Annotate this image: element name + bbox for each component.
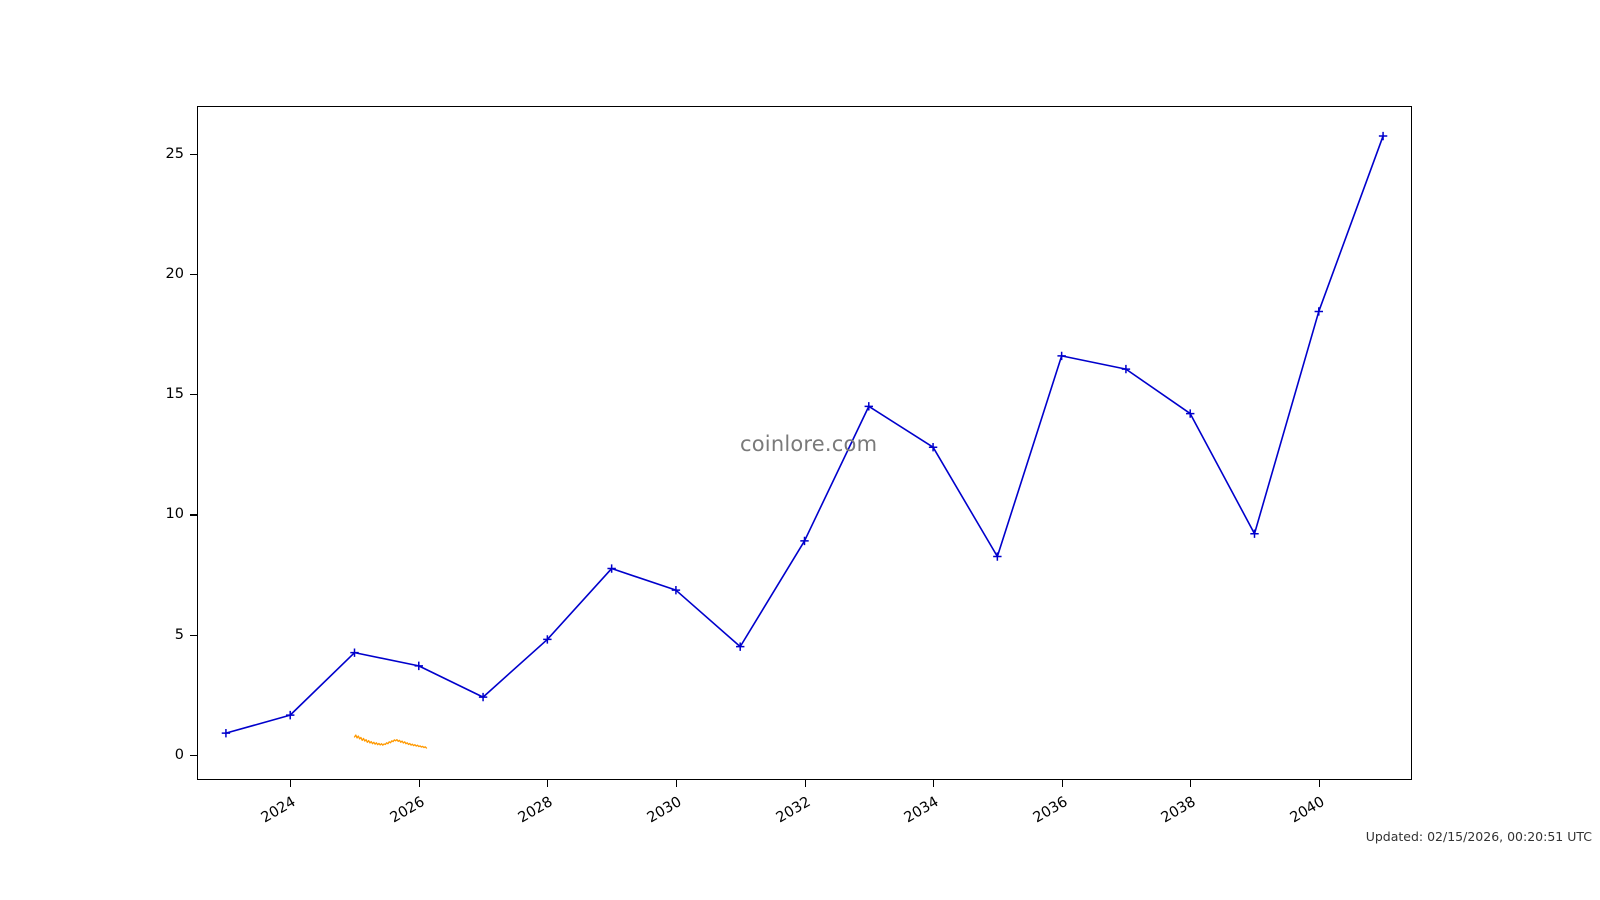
y-tick-mark <box>190 514 197 516</box>
y-tick-label: 5 <box>174 626 184 643</box>
x-tick-mark <box>290 780 292 787</box>
x-tick-mark <box>1061 780 1063 787</box>
x-tick-mark <box>933 780 935 787</box>
y-tick-label: 10 <box>165 506 184 523</box>
x-tick-mark <box>675 780 678 787</box>
x-tick-mark <box>547 780 549 787</box>
x-tick-label: 2032 <box>773 794 814 827</box>
x-tick-label: 2024 <box>258 794 299 827</box>
y-tick-mark <box>190 394 197 396</box>
x-tick-label: 2038 <box>1158 794 1199 827</box>
watermark-coinlore: coinlore.com <box>740 432 878 456</box>
x-tick-label: 2030 <box>644 794 685 827</box>
y-tick-label: 15 <box>165 386 184 403</box>
x-tick-label: 2028 <box>515 794 556 827</box>
y-tick-mark <box>190 634 197 636</box>
updated-timestamp: Updated: 02/15/2026, 00:20:51 UTC <box>1365 829 1592 844</box>
x-tick-mark <box>1318 780 1320 787</box>
y-tick-label: 25 <box>165 146 184 163</box>
x-tick-mark <box>804 780 806 787</box>
x-tick-mark <box>418 780 420 787</box>
x-tick-mark <box>1190 780 1192 787</box>
x-tick-label: 2040 <box>1287 794 1328 827</box>
y-tick-mark <box>190 754 197 756</box>
x-tick-label: 2026 <box>387 794 428 827</box>
x-tick-label: 2034 <box>901 794 942 827</box>
x-tick-label: 2036 <box>1030 794 1071 827</box>
y-tick-label: 20 <box>165 266 184 283</box>
y-tick-mark <box>190 274 197 276</box>
y-tick-label: 0 <box>174 746 184 763</box>
y-tick-mark <box>190 154 197 156</box>
